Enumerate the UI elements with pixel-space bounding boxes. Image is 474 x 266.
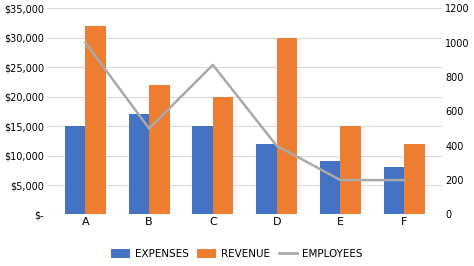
Bar	[213, 97, 233, 214]
Bar	[149, 85, 170, 214]
Legend: EXPENSES, REVENUE, EMPLOYEES: EXPENSES, REVENUE, EMPLOYEES	[107, 245, 367, 263]
Bar	[256, 144, 277, 214]
Bar	[129, 114, 149, 214]
Bar	[384, 167, 404, 214]
Bar	[404, 144, 425, 214]
Bar	[192, 126, 213, 214]
Bar	[85, 26, 106, 214]
Bar	[65, 126, 85, 214]
Bar	[340, 126, 361, 214]
Bar	[277, 38, 297, 214]
Bar	[320, 161, 340, 214]
